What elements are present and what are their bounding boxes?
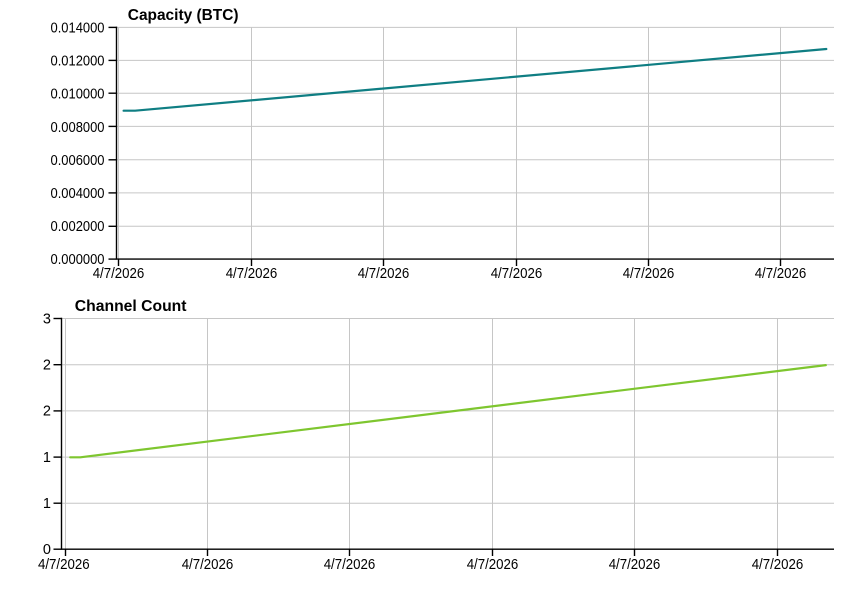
svg-text:4/7/2026: 4/7/2026 xyxy=(752,557,804,573)
svg-text:4/7/2026: 4/7/2026 xyxy=(755,266,807,282)
svg-text:1: 1 xyxy=(43,450,51,466)
svg-text:4/7/2026: 4/7/2026 xyxy=(182,557,234,573)
svg-text:4/7/2026: 4/7/2026 xyxy=(93,266,145,282)
svg-text:1: 1 xyxy=(43,496,51,512)
svg-text:3: 3 xyxy=(43,311,51,327)
svg-text:2: 2 xyxy=(43,404,51,420)
svg-text:0: 0 xyxy=(43,542,51,558)
svg-text:0.006000: 0.006000 xyxy=(51,153,105,169)
svg-text:0.004000: 0.004000 xyxy=(51,186,105,202)
svg-text:0.010000: 0.010000 xyxy=(51,87,105,103)
svg-text:4/7/2026: 4/7/2026 xyxy=(226,266,278,282)
svg-text:4/7/2026: 4/7/2026 xyxy=(491,266,543,282)
svg-text:4/7/2026: 4/7/2026 xyxy=(609,557,661,573)
svg-text:4/7/2026: 4/7/2026 xyxy=(358,266,410,282)
svg-text:Capacity (BTC): Capacity (BTC) xyxy=(128,7,239,24)
svg-text:2: 2 xyxy=(43,358,51,374)
svg-text:4/7/2026: 4/7/2026 xyxy=(38,557,90,573)
svg-text:4/7/2026: 4/7/2026 xyxy=(623,266,675,282)
svg-text:0.002000: 0.002000 xyxy=(51,219,105,235)
svg-text:0.012000: 0.012000 xyxy=(51,54,105,70)
svg-text:4/7/2026: 4/7/2026 xyxy=(324,557,376,573)
svg-text:Channel Count: Channel Count xyxy=(75,298,187,315)
svg-text:4/7/2026: 4/7/2026 xyxy=(467,557,519,573)
svg-text:0.000000: 0.000000 xyxy=(51,252,105,268)
svg-text:0.008000: 0.008000 xyxy=(51,120,105,136)
svg-text:0.014000: 0.014000 xyxy=(51,21,105,37)
